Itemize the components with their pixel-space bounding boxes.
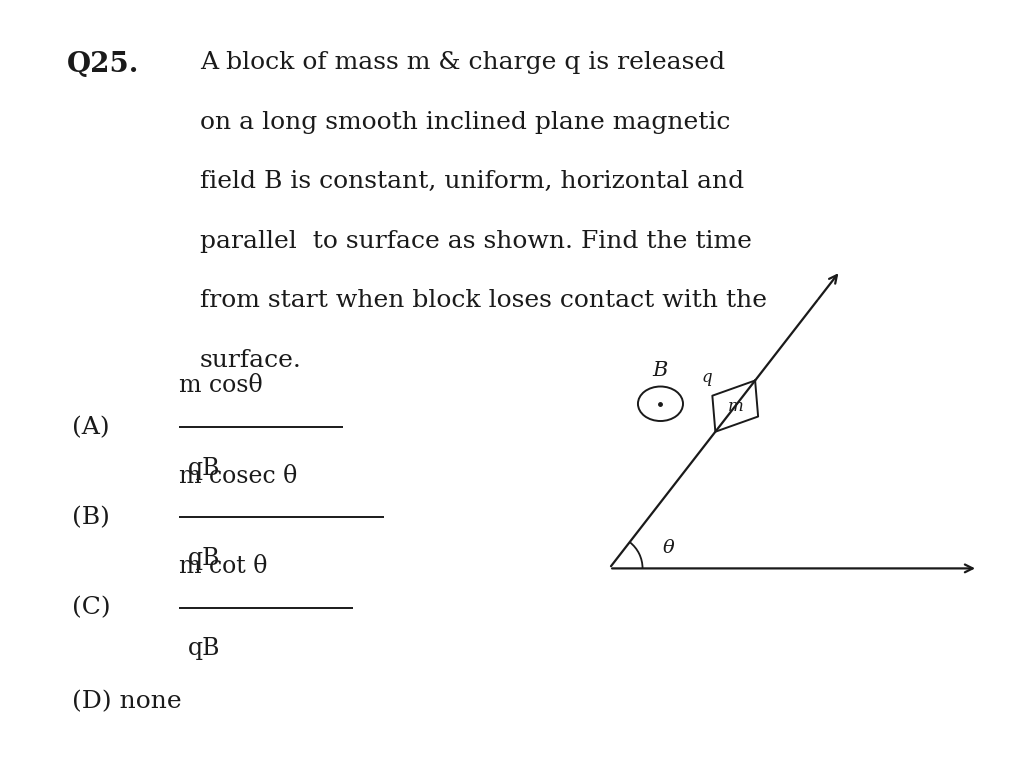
Text: θ: θ [663, 539, 674, 557]
Text: from start when block loses contact with the: from start when block loses contact with… [200, 289, 767, 312]
Text: surface.: surface. [200, 349, 301, 372]
Text: qB: qB [187, 457, 220, 480]
Text: (A): (A) [72, 416, 110, 439]
Text: on a long smooth inclined plane magnetic: on a long smooth inclined plane magnetic [200, 111, 730, 133]
Text: m cot θ: m cot θ [179, 555, 267, 578]
Text: Q25.: Q25. [67, 51, 139, 78]
Text: m: m [727, 397, 743, 415]
Text: qB: qB [187, 547, 220, 570]
Text: (B): (B) [72, 506, 110, 529]
Text: qB: qB [187, 637, 220, 660]
Text: A block of mass m & charge q is released: A block of mass m & charge q is released [200, 51, 725, 74]
Text: (D) none: (D) none [72, 690, 181, 713]
Text: field B is constant, uniform, horizontal and: field B is constant, uniform, horizontal… [200, 170, 743, 193]
Text: m cosθ: m cosθ [179, 375, 263, 397]
Text: (C): (C) [72, 596, 111, 619]
Text: parallel  to surface as shown. Find the time: parallel to surface as shown. Find the t… [200, 230, 752, 252]
Text: m cosec θ: m cosec θ [179, 465, 298, 488]
Text: B: B [652, 361, 669, 380]
Text: q: q [701, 369, 713, 387]
